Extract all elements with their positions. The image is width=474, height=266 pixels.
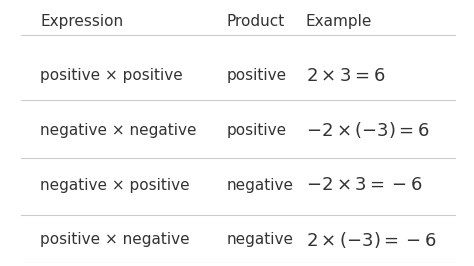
Text: positive × negative: positive × negative: [40, 232, 190, 247]
Text: positive: positive: [227, 123, 287, 138]
Text: Example: Example: [306, 14, 373, 28]
Text: negative: negative: [227, 178, 294, 193]
Text: $2 \times 3 = 6$: $2 \times 3 = 6$: [306, 67, 385, 85]
Text: positive: positive: [227, 68, 287, 83]
Text: positive × positive: positive × positive: [40, 68, 183, 83]
Text: Expression: Expression: [40, 14, 123, 28]
Text: negative × negative: negative × negative: [40, 123, 197, 138]
Text: $2 \times (-3) = -6$: $2 \times (-3) = -6$: [306, 230, 437, 250]
Text: $-2 \times (-3) = 6$: $-2 \times (-3) = 6$: [306, 120, 429, 140]
Text: $-2 \times 3 = -6$: $-2 \times 3 = -6$: [306, 176, 422, 194]
Text: negative × positive: negative × positive: [40, 178, 190, 193]
Text: negative: negative: [227, 232, 294, 247]
Text: Product: Product: [227, 14, 285, 28]
